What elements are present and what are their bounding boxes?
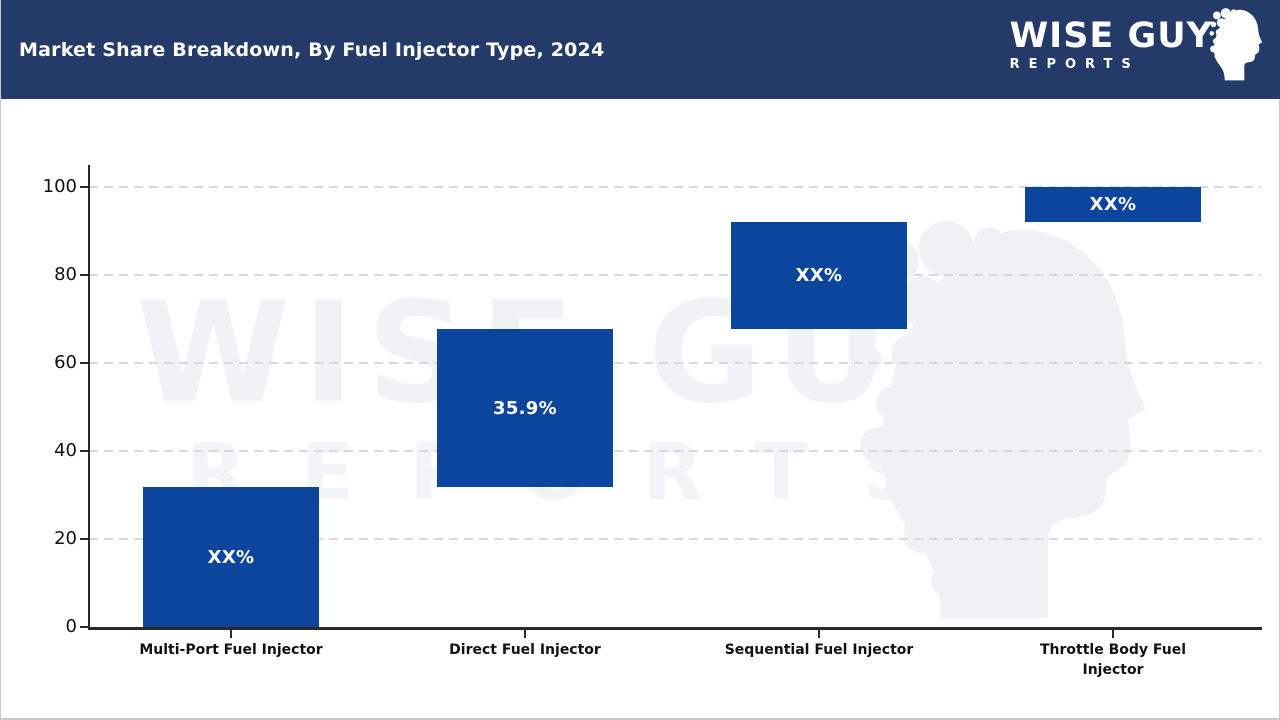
x-tick-mark bbox=[524, 630, 526, 638]
y-tick-mark bbox=[80, 362, 88, 364]
y-tick-label: 20 bbox=[54, 528, 77, 549]
y-tick-label: 40 bbox=[54, 440, 77, 461]
y-gridline bbox=[89, 362, 1261, 364]
bar: XX% bbox=[731, 221, 907, 330]
bar: XX% bbox=[1025, 187, 1201, 222]
y-tick-mark bbox=[80, 186, 88, 188]
bar: 35.9% bbox=[437, 329, 613, 488]
page-title: Market Share Breakdown, By Fuel Injector… bbox=[19, 38, 605, 61]
y-gridline bbox=[89, 274, 1261, 276]
bar: XX% bbox=[143, 487, 319, 627]
x-tick-mark bbox=[818, 630, 820, 638]
bar-value-label: XX% bbox=[207, 546, 255, 568]
logo-wordmark: WISE GUY bbox=[1009, 15, 1213, 56]
bar-value-label: XX% bbox=[795, 264, 843, 286]
logo-subtext: REPORTS bbox=[1009, 56, 1140, 72]
y-gridline bbox=[89, 450, 1261, 452]
y-gridline bbox=[89, 538, 1261, 540]
y-tick-mark bbox=[80, 626, 88, 628]
y-tick-label: 100 bbox=[42, 176, 77, 197]
y-tick-mark bbox=[80, 538, 88, 540]
y-tick-mark bbox=[80, 274, 88, 276]
y-axis bbox=[88, 165, 90, 629]
bar-value-label: XX% bbox=[1089, 193, 1137, 215]
y-tick-label: 0 bbox=[65, 616, 77, 637]
x-tick-mark bbox=[1112, 630, 1114, 638]
x-category-label: Multi-Port Fuel Injector bbox=[139, 642, 323, 658]
y-tick-label: 80 bbox=[54, 264, 77, 285]
logo-face-icon bbox=[1209, 8, 1263, 81]
x-axis bbox=[88, 627, 1262, 630]
header-bar: Market Share Breakdown, By Fuel Injector… bbox=[1, 0, 1280, 99]
x-category-label: Direct Fuel Injector bbox=[449, 642, 601, 658]
bar-value-label: 35.9% bbox=[493, 397, 557, 419]
y-gridline bbox=[89, 186, 1261, 188]
x-category-label: Sequential Fuel Injector bbox=[724, 642, 914, 658]
x-tick-mark bbox=[230, 630, 232, 638]
wiseguy-logo: WISE GUY REPORTS bbox=[1010, 6, 1265, 82]
y-tick-mark bbox=[80, 450, 88, 452]
x-category-label: Throttle Body Fuel Injector bbox=[1039, 642, 1187, 678]
y-tick-label: 60 bbox=[54, 352, 77, 373]
